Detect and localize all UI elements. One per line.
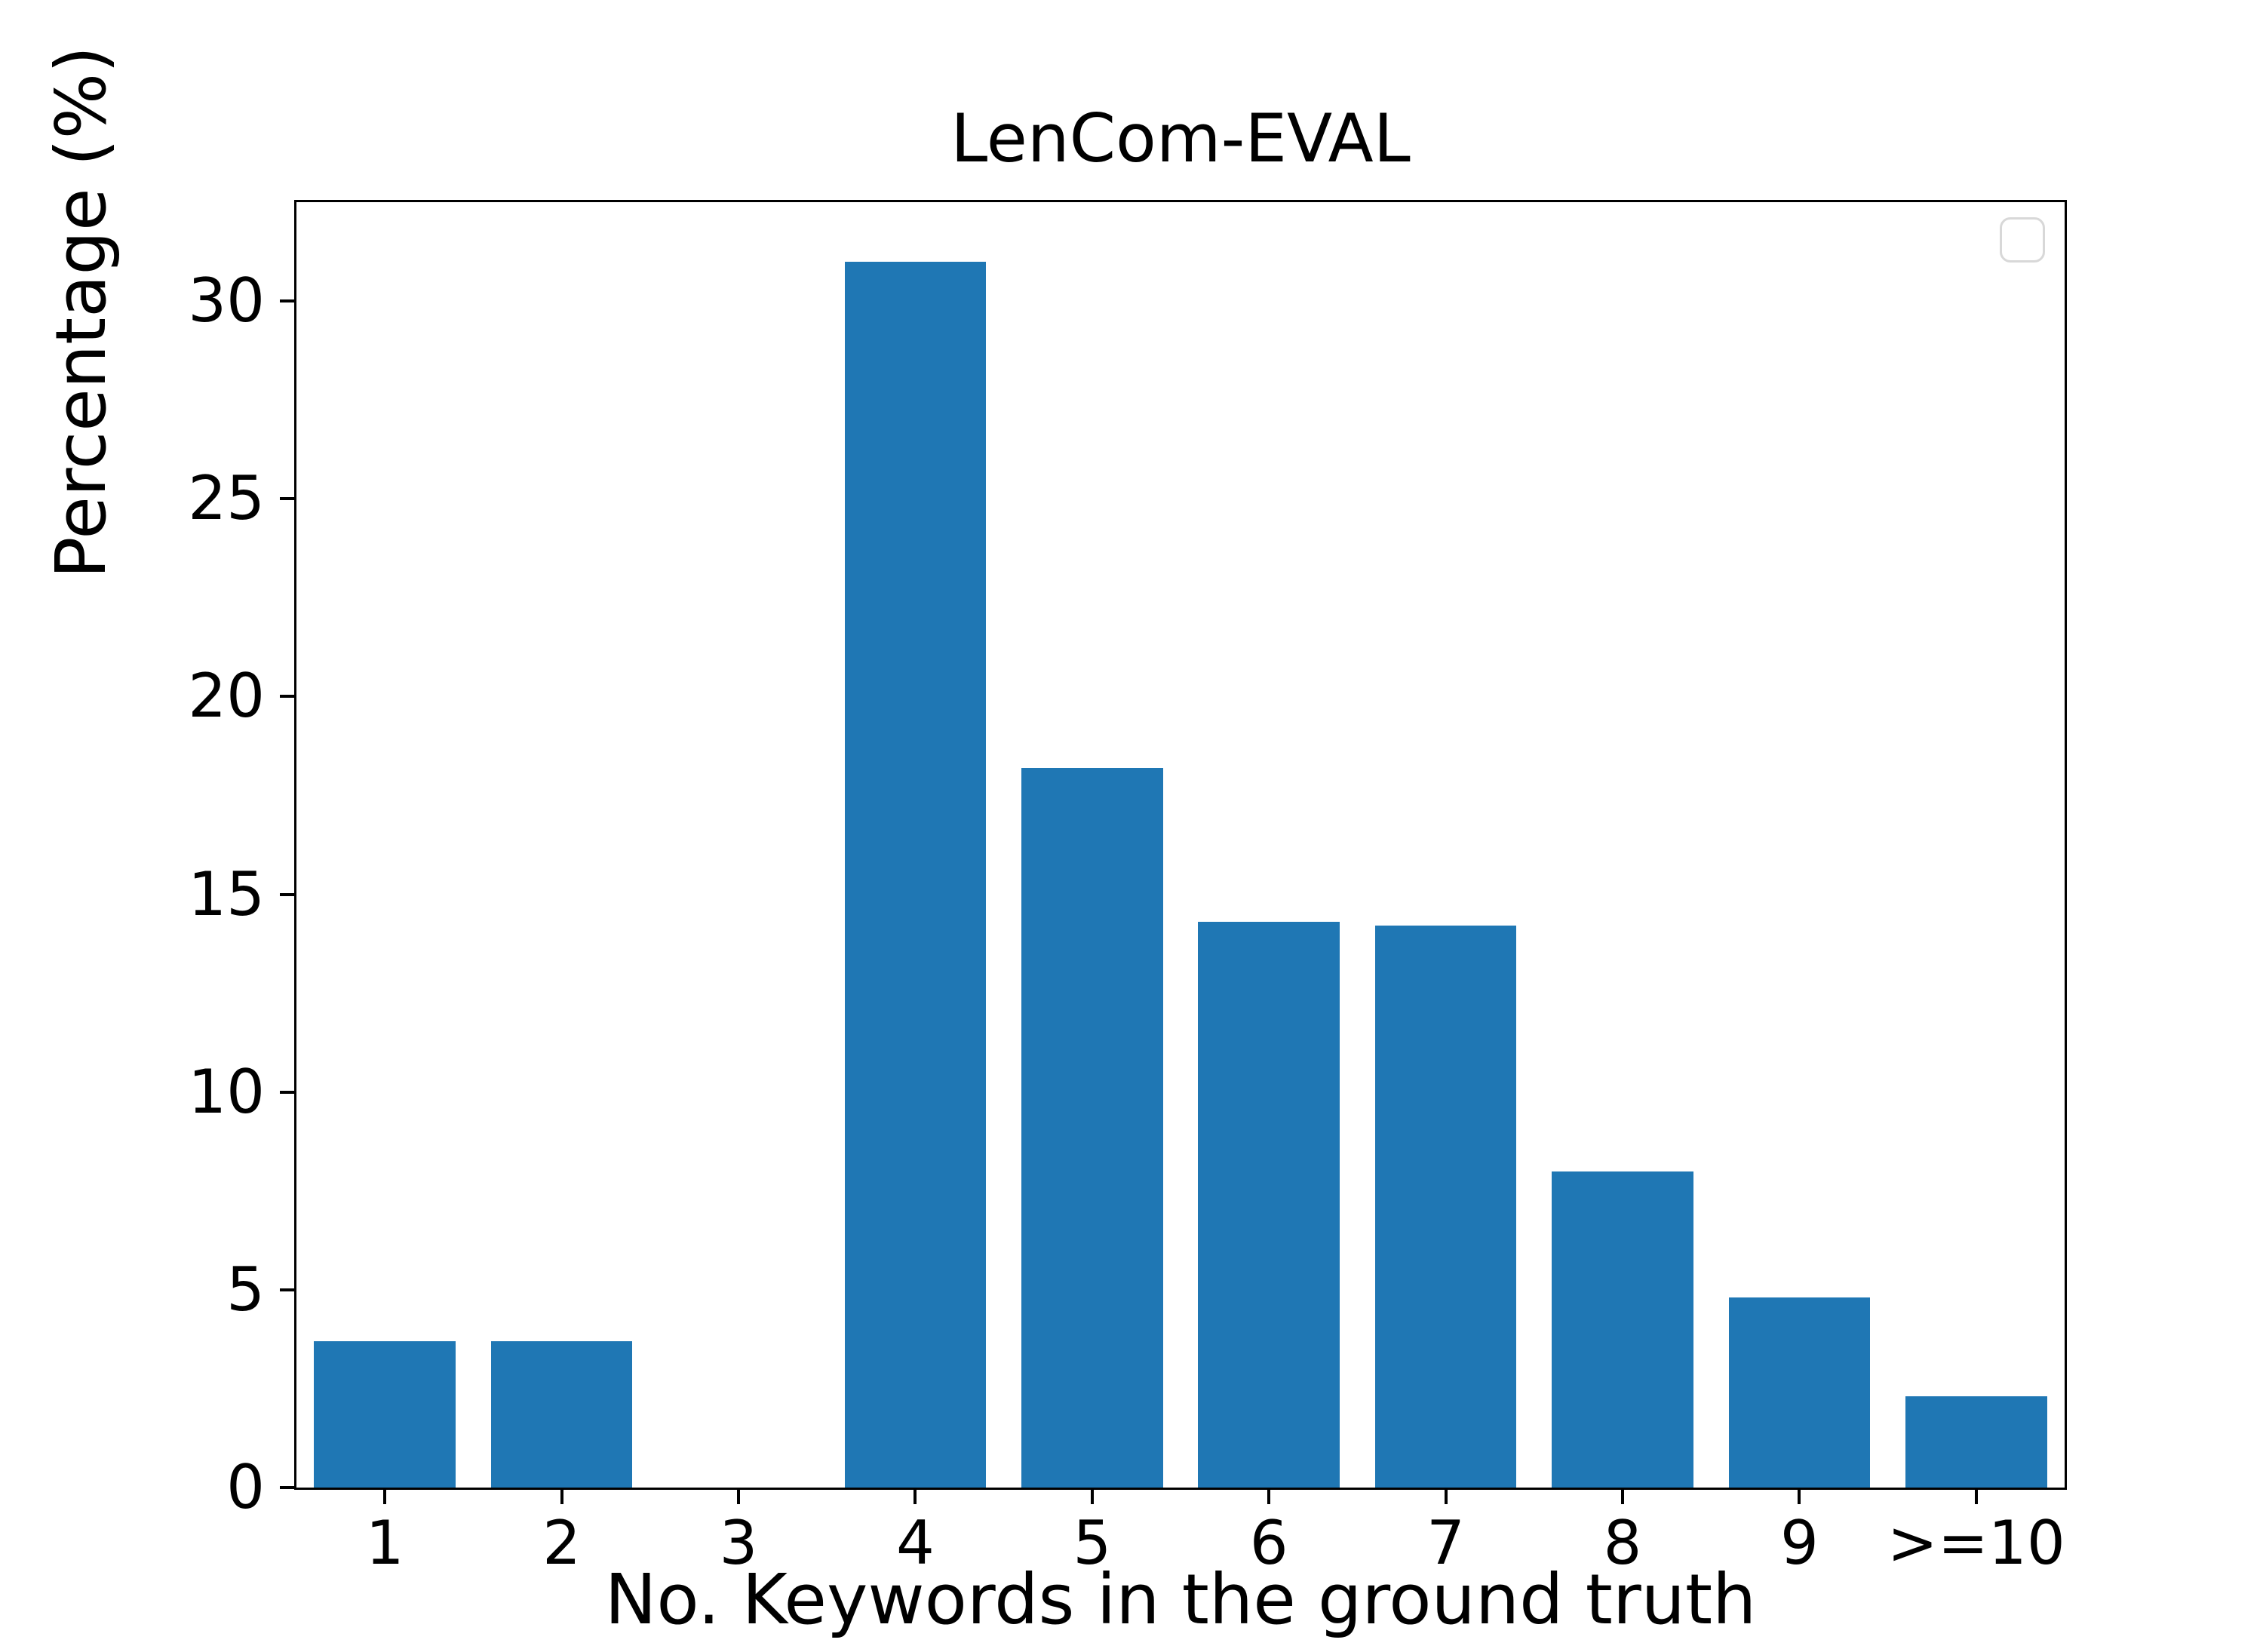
bar->=10 bbox=[1905, 1396, 2047, 1488]
y-tick-label: 25 bbox=[188, 463, 265, 534]
y-tick-label: 10 bbox=[188, 1056, 265, 1127]
x-axis-label: No. Keywords in the ground truth bbox=[604, 1559, 1757, 1640]
y-tick-mark bbox=[280, 299, 296, 303]
y-tick-mark bbox=[280, 1288, 296, 1291]
x-tick-label: 1 bbox=[365, 1508, 404, 1578]
x-tick-label: 2 bbox=[542, 1508, 582, 1578]
bars-container bbox=[296, 202, 2065, 1488]
bar-7 bbox=[1374, 926, 1517, 1488]
x-tick-mark bbox=[1621, 1488, 1624, 1504]
x-tick-label: >=10 bbox=[1887, 1508, 2065, 1578]
bar-8 bbox=[1552, 1171, 1693, 1488]
chart-title: LenCom-EVAL bbox=[950, 100, 1411, 177]
y-tick-label: 20 bbox=[188, 661, 265, 732]
y-tick-mark bbox=[280, 1486, 296, 1489]
bar-6 bbox=[1198, 922, 1340, 1488]
bar-2 bbox=[490, 1341, 633, 1488]
x-tick-label: 7 bbox=[1426, 1508, 1466, 1578]
x-tick-label: 4 bbox=[895, 1508, 935, 1578]
legend-box bbox=[2000, 217, 2045, 263]
plot-area: 1 2 3 4 5 6 7 8 9 >=10 0 5 10 15 20 25 30 bbox=[188, 200, 2067, 1574]
x-tick-mark bbox=[560, 1488, 563, 1504]
y-tick-mark bbox=[280, 497, 296, 501]
x-tick-mark bbox=[383, 1488, 387, 1504]
y-tick-mark bbox=[280, 1090, 296, 1094]
x-tick-mark bbox=[1974, 1488, 1978, 1504]
bar-5 bbox=[1021, 767, 1163, 1488]
bar-4 bbox=[844, 261, 987, 1488]
x-tick-mark bbox=[1444, 1488, 1448, 1504]
y-tick-label: 5 bbox=[226, 1254, 265, 1325]
x-tick-mark bbox=[913, 1488, 917, 1504]
x-tick-mark bbox=[737, 1488, 740, 1504]
y-tick-mark bbox=[280, 695, 296, 699]
x-tick-mark bbox=[1798, 1488, 1801, 1504]
y-axis-label: Percentage (%) bbox=[41, 46, 121, 579]
x-tick-label: 6 bbox=[1249, 1508, 1288, 1578]
y-tick-label: 0 bbox=[226, 1452, 265, 1522]
x-tick-label: 8 bbox=[1603, 1508, 1642, 1578]
bar-1 bbox=[314, 1341, 456, 1488]
x-tick-mark bbox=[1090, 1488, 1094, 1504]
y-tick-label: 15 bbox=[188, 858, 265, 929]
x-tick-label: 5 bbox=[1073, 1508, 1112, 1578]
x-tick-label: 3 bbox=[719, 1508, 758, 1578]
y-tick-label: 30 bbox=[188, 266, 265, 336]
x-tick-label: 9 bbox=[1779, 1508, 1819, 1578]
x-tick-mark bbox=[1267, 1488, 1271, 1504]
y-tick-mark bbox=[280, 892, 296, 896]
bar-9 bbox=[1728, 1297, 1871, 1488]
